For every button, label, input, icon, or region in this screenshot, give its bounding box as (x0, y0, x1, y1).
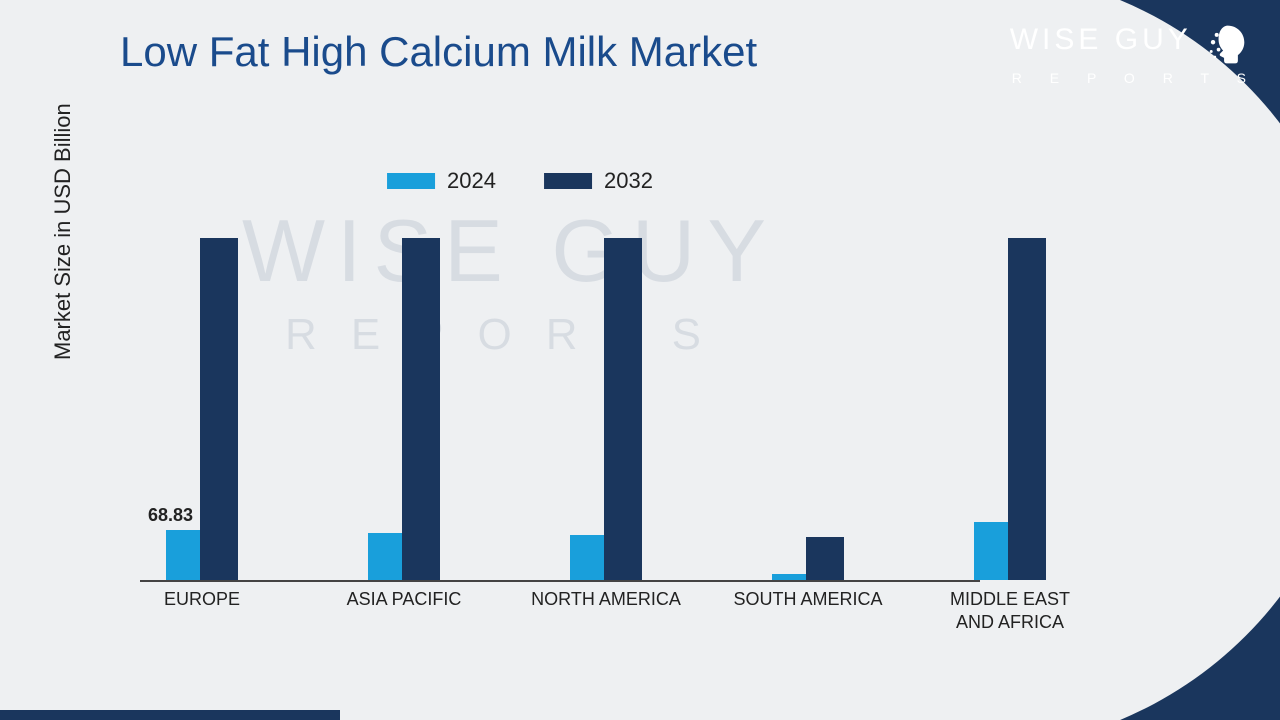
y-axis-label: Market Size in USD Billion (50, 103, 76, 360)
x-axis-label: EUROPE (122, 588, 282, 611)
legend-label-2024: 2024 (447, 168, 496, 194)
legend-swatch-2032 (544, 173, 592, 189)
bar-2024: 68.83 (166, 530, 200, 580)
head-icon (1202, 22, 1248, 68)
legend-item-2032: 2032 (544, 168, 653, 194)
legend-swatch-2024 (387, 173, 435, 189)
bar-2024 (772, 574, 806, 580)
bar-2032 (806, 537, 844, 580)
bar-group: NORTH AMERICA (570, 238, 642, 580)
brand-logo: WISE GUY R E P O R T S (1010, 22, 1258, 86)
bar-group: MIDDLE EAST AND AFRICA (974, 238, 1046, 580)
bar-2024 (570, 535, 604, 580)
x-axis-label: SOUTH AMERICA (728, 588, 888, 611)
x-axis-baseline (140, 580, 980, 582)
legend: 2024 2032 (387, 168, 653, 194)
brand-logo-line1: WISE GUY (1010, 23, 1192, 56)
bar-2024 (974, 522, 1008, 580)
page-title: Low Fat High Calcium Milk Market (120, 28, 757, 76)
legend-item-2024: 2024 (387, 168, 496, 194)
x-axis-label: NORTH AMERICA (526, 588, 686, 611)
bar-2032 (604, 238, 642, 580)
bar-2032 (402, 238, 440, 580)
bar-group: 68.83EUROPE (166, 238, 238, 580)
footer-accent-bar (0, 710, 340, 720)
legend-label-2032: 2032 (604, 168, 653, 194)
plot-area: 68.83EUROPE ASIA PACIFIC NORTH AMERICA SOUT… (140, 220, 980, 580)
chart: Market Size in USD Billion 2024 2032 68.… (60, 160, 980, 680)
bar-value-label: 68.83 (148, 505, 193, 526)
brand-logo-line2: R E P O R T S (1012, 70, 1258, 86)
x-axis-label: MIDDLE EAST AND AFRICA (930, 588, 1090, 633)
bar-2024 (368, 533, 402, 580)
bar-2032 (1008, 238, 1046, 580)
bar-group: ASIA PACIFIC (368, 238, 440, 580)
bar-2032 (200, 238, 238, 580)
bar-group: SOUTH AMERICA (772, 537, 844, 580)
x-axis-label: ASIA PACIFIC (324, 588, 484, 611)
